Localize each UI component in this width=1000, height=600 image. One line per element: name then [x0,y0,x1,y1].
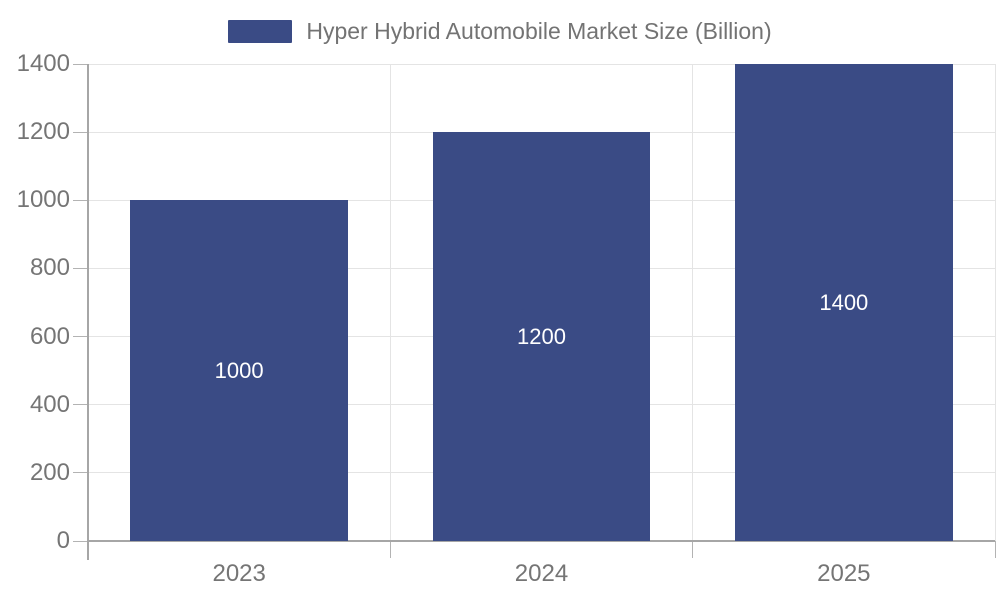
y-tick-1400 [73,63,88,65]
bar-2023[interactable] [130,200,348,541]
y-tick-1200 [73,131,88,133]
bar-2025[interactable] [734,64,953,541]
chart-legend[interactable]: Hyper Hybrid Automobile Market Size (Bil… [0,14,1000,48]
x-tick-2 [692,541,694,558]
y-axis-line [87,64,89,560]
y-tick-label-0: 0 [56,527,70,554]
y-tick-0 [73,540,88,542]
y-tick-label-800: 800 [29,254,70,282]
y-tick-200 [73,472,88,474]
x-tick-1 [389,541,391,558]
y-tick-600 [73,336,88,338]
grid-line-y-1400 [88,63,995,65]
grid-line-x-3 [994,64,996,541]
bar-2024[interactable] [432,132,651,541]
bar-value-label-2024: 1200 [517,323,566,349]
grid-line-x-1 [389,64,391,541]
grid-line-x-2 [692,64,694,541]
x-tick-label-2025: 2025 [817,560,871,587]
bar-value-label-2025: 1400 [819,289,869,315]
y-tick-1000 [73,199,88,201]
y-tick-label-600: 600 [29,322,70,350]
y-tick-label-1000: 1000 [16,186,70,214]
x-tick-3 [994,541,996,558]
y-tick-400 [73,404,88,406]
y-tick-800 [73,267,88,269]
bar-value-label-2023: 1000 [214,357,264,383]
x-axis-line [87,540,995,542]
legend-label: Hyper Hybrid Automobile Market Size (Bil… [306,17,772,44]
y-tick-label-400: 400 [29,390,70,418]
legend-swatch-icon [228,19,293,43]
x-tick-label-2023: 2023 [212,560,266,587]
x-tick-label-2024: 2024 [514,560,569,587]
y-tick-label-200: 200 [29,458,70,486]
y-tick-label-1400: 1400 [16,50,70,77]
y-tick-label-1200: 1200 [16,118,70,146]
